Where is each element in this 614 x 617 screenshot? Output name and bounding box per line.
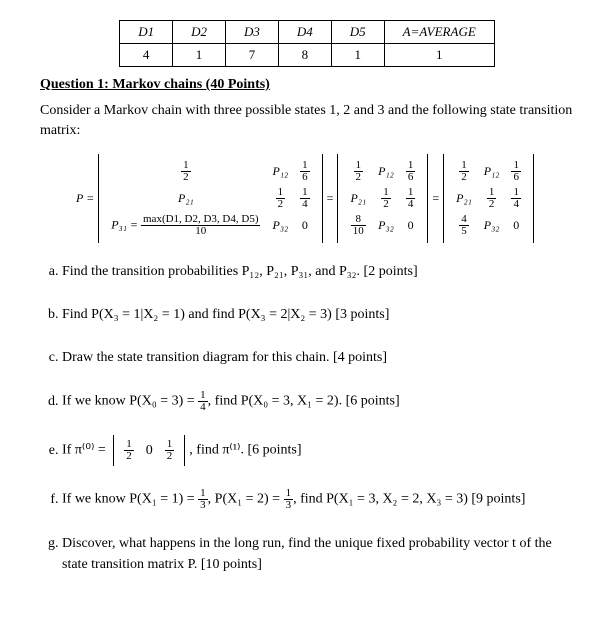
part-d-post: , find P(X₀ = 3, X₁ = 2). [6 points] [208, 394, 400, 409]
p-equals: P = [76, 191, 94, 206]
question-list: Find the transition probabilities P₁₂, P… [40, 261, 574, 575]
matrix-2: 12P₁₂16 P₂₁1214 810P₃₂0 [337, 154, 428, 243]
table-header-row: D1 D2 D3 D4 D5 A=AVERAGE [120, 21, 495, 44]
data-table: D1 D2 D3 D4 D5 A=AVERAGE 4 1 7 8 1 1 [119, 20, 495, 67]
th-d5: D5 [331, 21, 384, 44]
part-c-text: Draw the state transition diagram for th… [62, 350, 387, 365]
th-d1: D1 [120, 21, 173, 44]
td-d2: 1 [173, 44, 226, 67]
part-d-pre: If we know P(X₀ = 3) = [62, 394, 198, 409]
part-f-pre: If we know P(X₁ = 1) = [62, 492, 198, 507]
part-d: If we know P(X₀ = 3) = 14, find P(X₀ = 3… [62, 390, 574, 413]
th-d2: D2 [173, 21, 226, 44]
matrix-block: P = 12P₁₂16 P₂₁1214 P₃₁ = max(D1, D2, D3… [40, 154, 574, 243]
td-d5: 1 [331, 44, 384, 67]
question-heading-text: Question 1: Markov chains (40 Points) [40, 77, 270, 92]
equals-2: = [432, 191, 439, 206]
part-c: Draw the state transition diagram for th… [62, 347, 574, 368]
th-avg: A=AVERAGE [384, 21, 494, 44]
max-expr-bot: 10 [141, 226, 260, 237]
th-d4: D4 [278, 21, 331, 44]
matrix-1: 12P₁₂16 P₂₁1214 P₃₁ = max(D1, D2, D3, D4… [98, 154, 322, 243]
question-heading: Question 1: Markov chains (40 Points) [40, 77, 574, 93]
part-e: If π⁽⁰⁾ = 12012, find π⁽¹⁾. [6 points] [62, 435, 574, 466]
part-a: Find the transition probabilities P₁₂, P… [62, 261, 574, 282]
part-a-text: Find the transition probabilities P₁₂, P… [62, 264, 418, 279]
part-f: If we know P(X₁ = 1) = 13, P(X₁ = 2) = 1… [62, 488, 574, 511]
part-b-text: Find P(X₃ = 1|X₂ = 1) and find P(X₃ = 2|… [62, 307, 389, 322]
part-f-mid: , P(X₁ = 2) = [208, 492, 284, 507]
th-d3: D3 [226, 21, 279, 44]
td-d3: 7 [226, 44, 279, 67]
part-b: Find P(X₃ = 1|X₂ = 1) and find P(X₃ = 2|… [62, 304, 574, 325]
part-e-pre: If π⁽⁰⁾ = [62, 443, 109, 458]
equals-1: = [327, 191, 334, 206]
td-d1: 4 [120, 44, 173, 67]
part-g: Discover, what happens in the long run, … [62, 533, 574, 575]
part-f-post: , find P(X₁ = 3, X₂ = 2, X₃ = 3) [9 poin… [293, 492, 525, 507]
part-e-post: , find π⁽¹⁾. [6 points] [189, 443, 301, 458]
intro-text: Consider a Markov chain with three possi… [40, 101, 574, 140]
part-g-text: Discover, what happens in the long run, … [62, 536, 552, 572]
td-d4: 8 [278, 44, 331, 67]
table-row: 4 1 7 8 1 1 [120, 44, 495, 67]
td-avg: 1 [384, 44, 494, 67]
matrix-3: 12P₁₂16 P₂₁1214 45P₃₂0 [443, 154, 534, 243]
